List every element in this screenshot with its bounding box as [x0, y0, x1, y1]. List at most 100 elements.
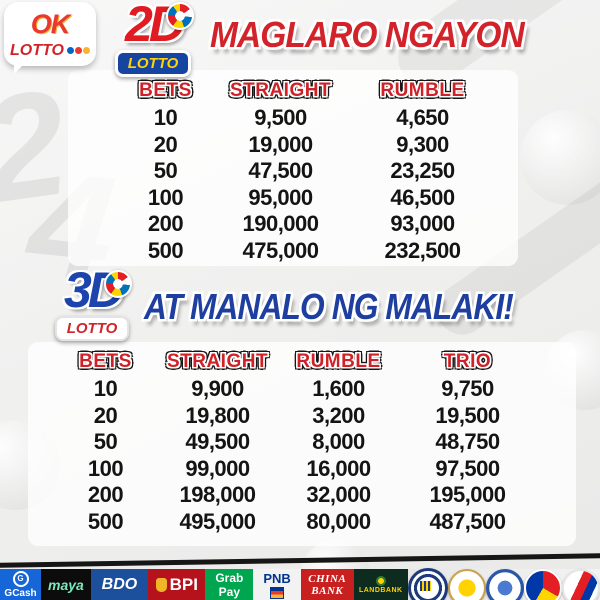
column-header: TRIO: [443, 351, 492, 372]
table-cell: 8,000: [312, 429, 365, 454]
pinwheel-ball-icon: [166, 2, 194, 30]
table-cell: 475,000: [242, 237, 319, 263]
table-cell: 19,000: [248, 131, 313, 157]
landbank-label: LANDBANK: [358, 586, 403, 594]
table-cell: 495,000: [179, 508, 256, 534]
bdo-logo: BDO: [90, 569, 149, 600]
table-cell: 19,500: [435, 402, 500, 428]
ok-lotto-label-text: LOTTO: [10, 41, 64, 59]
table-cell: 500: [147, 237, 184, 263]
table-cell: 500: [87, 508, 124, 534]
table-cell: 32,000: [306, 482, 371, 507]
blue-ring-seal-icon: [486, 568, 525, 600]
chinabank-label-line2: BANK: [311, 584, 344, 597]
bpi-logo: BPI: [148, 569, 206, 600]
table-2d-col-bets: BETS 10 20 50 100 200 500: [103, 79, 228, 264]
grabpay-label-line2: Pay: [218, 584, 240, 599]
table-cell: 9,300: [396, 131, 449, 157]
table-cell: 97,500: [435, 455, 500, 481]
gold-star-seal-icon: [448, 568, 487, 600]
table-cell: 10: [153, 105, 178, 130]
table-cell: 487,500: [429, 508, 506, 534]
red-blue-swoosh-seal-icon: [562, 568, 600, 600]
table-cell: 9,900: [191, 376, 244, 401]
pnb-shield-icon: [270, 586, 285, 599]
grabpay-label-line1: Grab: [215, 570, 244, 585]
lotto-3d-wordmark: 3D: [64, 262, 124, 318]
table-cell: 190,000: [242, 211, 319, 236]
table-cell: 100: [147, 184, 184, 210]
table-cell: 20: [93, 402, 118, 428]
chinabank-logo: CHINA BANK: [301, 569, 354, 600]
table-cell: 50: [93, 429, 118, 454]
table-3d-col-rumble: RUMBLE 1,600 3,200 8,000 16,000 32,000 8…: [266, 350, 411, 535]
table-cell: 80,000: [306, 508, 371, 534]
table-cell: 99,000: [185, 455, 250, 481]
table-panel-3d: [28, 342, 576, 546]
table-cell: 200: [147, 211, 184, 236]
watermark-ball: [520, 110, 600, 205]
column-header: BETS: [139, 80, 192, 101]
table-cell: 4,650: [396, 105, 449, 130]
column-header: RUMBLE: [296, 351, 381, 372]
table-cell: 198,000: [179, 482, 256, 507]
column-header: BETS: [79, 351, 132, 372]
landbank-eagle-icon: [375, 575, 386, 586]
secondary-title: AT MANALO NG MALAKI!: [144, 286, 514, 327]
table-cell: 47,500: [248, 158, 313, 183]
lotto-2d-badge: LOTTO: [114, 50, 192, 77]
maya-logo: maya: [41, 569, 91, 600]
column-header: STRAIGHT: [229, 80, 332, 101]
ok-lotto-label: LOTTO: [10, 42, 90, 60]
table-2d-col-rumble: RUMBLE 4,650 9,300 23,250 46,500 93,000 …: [350, 79, 495, 264]
maya-label: maya: [48, 576, 84, 593]
table-cell: 9,750: [441, 376, 494, 401]
table-cell: 48,750: [435, 429, 500, 454]
gcash-logo: G GCash: [0, 569, 42, 600]
partner-seals: [408, 567, 600, 600]
table-cell: 50: [153, 158, 178, 183]
lotto-2d-logo: 2D LOTTO: [98, 0, 208, 77]
table-cell: 49,500: [185, 429, 250, 454]
column-header: STRAIGHT: [166, 351, 269, 372]
chinabank-label-line1: CHINA: [308, 572, 347, 585]
table-cell: 100: [87, 455, 124, 481]
table-cell: 95,000: [248, 184, 313, 210]
lotto-balls-icon: [66, 47, 90, 54]
table-3d-col-straight: STRAIGHT 9,900 19,800 49,500 99,000 198,…: [145, 350, 290, 535]
ok-lotto-logo: OK LOTTO: [4, 2, 96, 74]
table-cell: 23,250: [390, 158, 455, 183]
pnb-logo: PNB: [253, 569, 301, 600]
payment-logos-strip: G GCash maya BDO BPI Grab Pay PNB CHINA …: [0, 567, 600, 600]
table-cell: 10: [93, 376, 118, 401]
main-title: MAGLARO NGAYON: [210, 14, 525, 55]
landbank-logo: LANDBANK: [353, 569, 409, 600]
pinwheel-ball-icon: [104, 270, 132, 298]
table-2d-col-straight: STRAIGHT 9,500 19,000 47,500 95,000 190,…: [208, 79, 353, 264]
column-header: RUMBLE: [380, 80, 465, 101]
grabpay-logo: Grab Pay: [205, 569, 254, 600]
philippine-flag-seal-icon: [524, 568, 563, 600]
table-cell: 3,200: [312, 402, 365, 428]
table-3d-col-trio: TRIO 9,750 19,500 48,750 97,500 195,000 …: [395, 350, 540, 535]
table-3d-col-bets: BETS 10 20 50 100 200 500: [43, 350, 168, 535]
bdo-label: BDO: [101, 575, 138, 593]
table-cell: 195,000: [429, 482, 506, 507]
bpi-crest-icon: [155, 577, 167, 592]
table-cell: 1,600: [312, 376, 365, 401]
table-cell: 20: [153, 131, 178, 157]
table-cell: 46,500: [390, 184, 455, 210]
table-cell: 232,500: [384, 237, 461, 263]
watermark-digit: 2: [0, 57, 77, 235]
table-cell: 200: [87, 482, 124, 507]
table-cell: 19,800: [185, 402, 250, 428]
table-cell: 9,500: [254, 105, 307, 130]
lotto-3d-logo: 3D LOTTO: [36, 262, 148, 346]
bpi-label: BPI: [169, 574, 198, 594]
gcash-g-icon: G: [12, 570, 29, 587]
diagonal-divider: [0, 553, 600, 568]
bank-columns-seal-icon: [408, 567, 449, 600]
lotto-3d-badge: LOTTO: [54, 316, 130, 341]
gcash-label: GCash: [4, 587, 37, 599]
